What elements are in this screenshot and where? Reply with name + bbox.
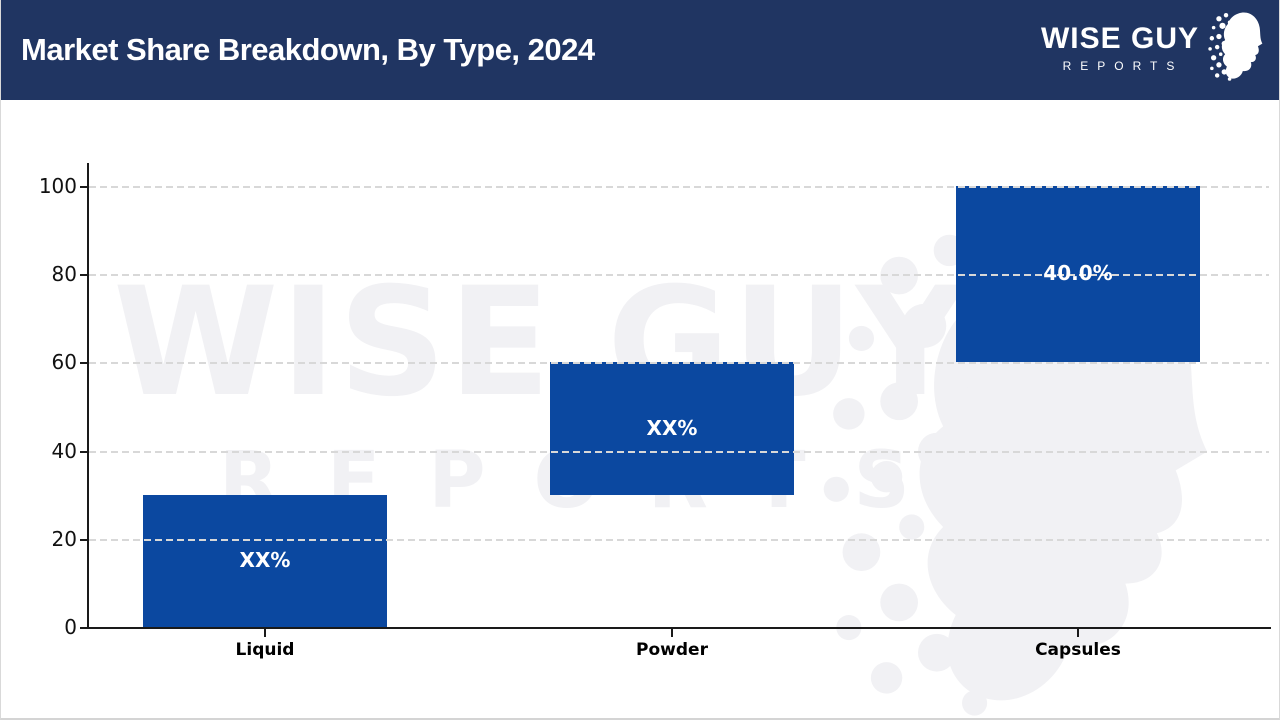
x-tick-mark <box>671 629 673 637</box>
gridline <box>89 362 1269 365</box>
y-tick-mark <box>80 186 87 188</box>
watermark-wordmark: WISE GUY <box>113 256 967 430</box>
header-bar: Market Share Breakdown, By Type, 2024 WI… <box>1 0 1279 100</box>
bar-value-label: XX% <box>646 415 698 440</box>
y-tick-mark <box>80 450 87 453</box>
wiseguy-face-icon <box>1208 12 1263 81</box>
wiseguy-logo: WISE GUY REPORTS <box>1041 8 1265 88</box>
x-category-label: Capsules <box>1035 640 1121 660</box>
gridline <box>89 538 1269 541</box>
y-tick-label: 20 <box>51 526 77 551</box>
y-tick-label: 100 <box>38 174 77 198</box>
page-title: Market Share Breakdown, By Type, 2024 <box>21 32 595 67</box>
wiseguy-logo-text: WISE GUY REPORTS <box>1040 21 1199 73</box>
gridline <box>89 186 1269 188</box>
logo-reports-text: REPORTS <box>1062 58 1184 73</box>
y-tick-mark <box>80 538 87 541</box>
x-category-label: Powder <box>636 640 708 660</box>
x-axis-line <box>87 627 1271 629</box>
y-tick-label: 40 <box>51 438 77 463</box>
gridline <box>89 450 1269 453</box>
bar-value-label: 40.0% <box>1043 261 1113 286</box>
bar <box>143 494 387 627</box>
y-tick-mark <box>80 274 87 277</box>
y-tick-label: 60 <box>51 350 77 375</box>
y-tick-mark <box>80 362 87 365</box>
y-tick-label: 0 <box>64 615 77 639</box>
y-tick-mark <box>80 627 87 629</box>
x-tick-mark <box>1077 629 1079 637</box>
logo-wordmark: WISE GUY <box>1040 21 1199 55</box>
gridline <box>89 274 1269 277</box>
x-category-label: Liquid <box>235 640 295 660</box>
bar <box>550 362 794 495</box>
y-tick-label: 80 <box>51 262 77 287</box>
y-axis-line <box>87 163 89 629</box>
bar-value-label: XX% <box>239 547 291 572</box>
x-tick-mark <box>264 629 266 637</box>
